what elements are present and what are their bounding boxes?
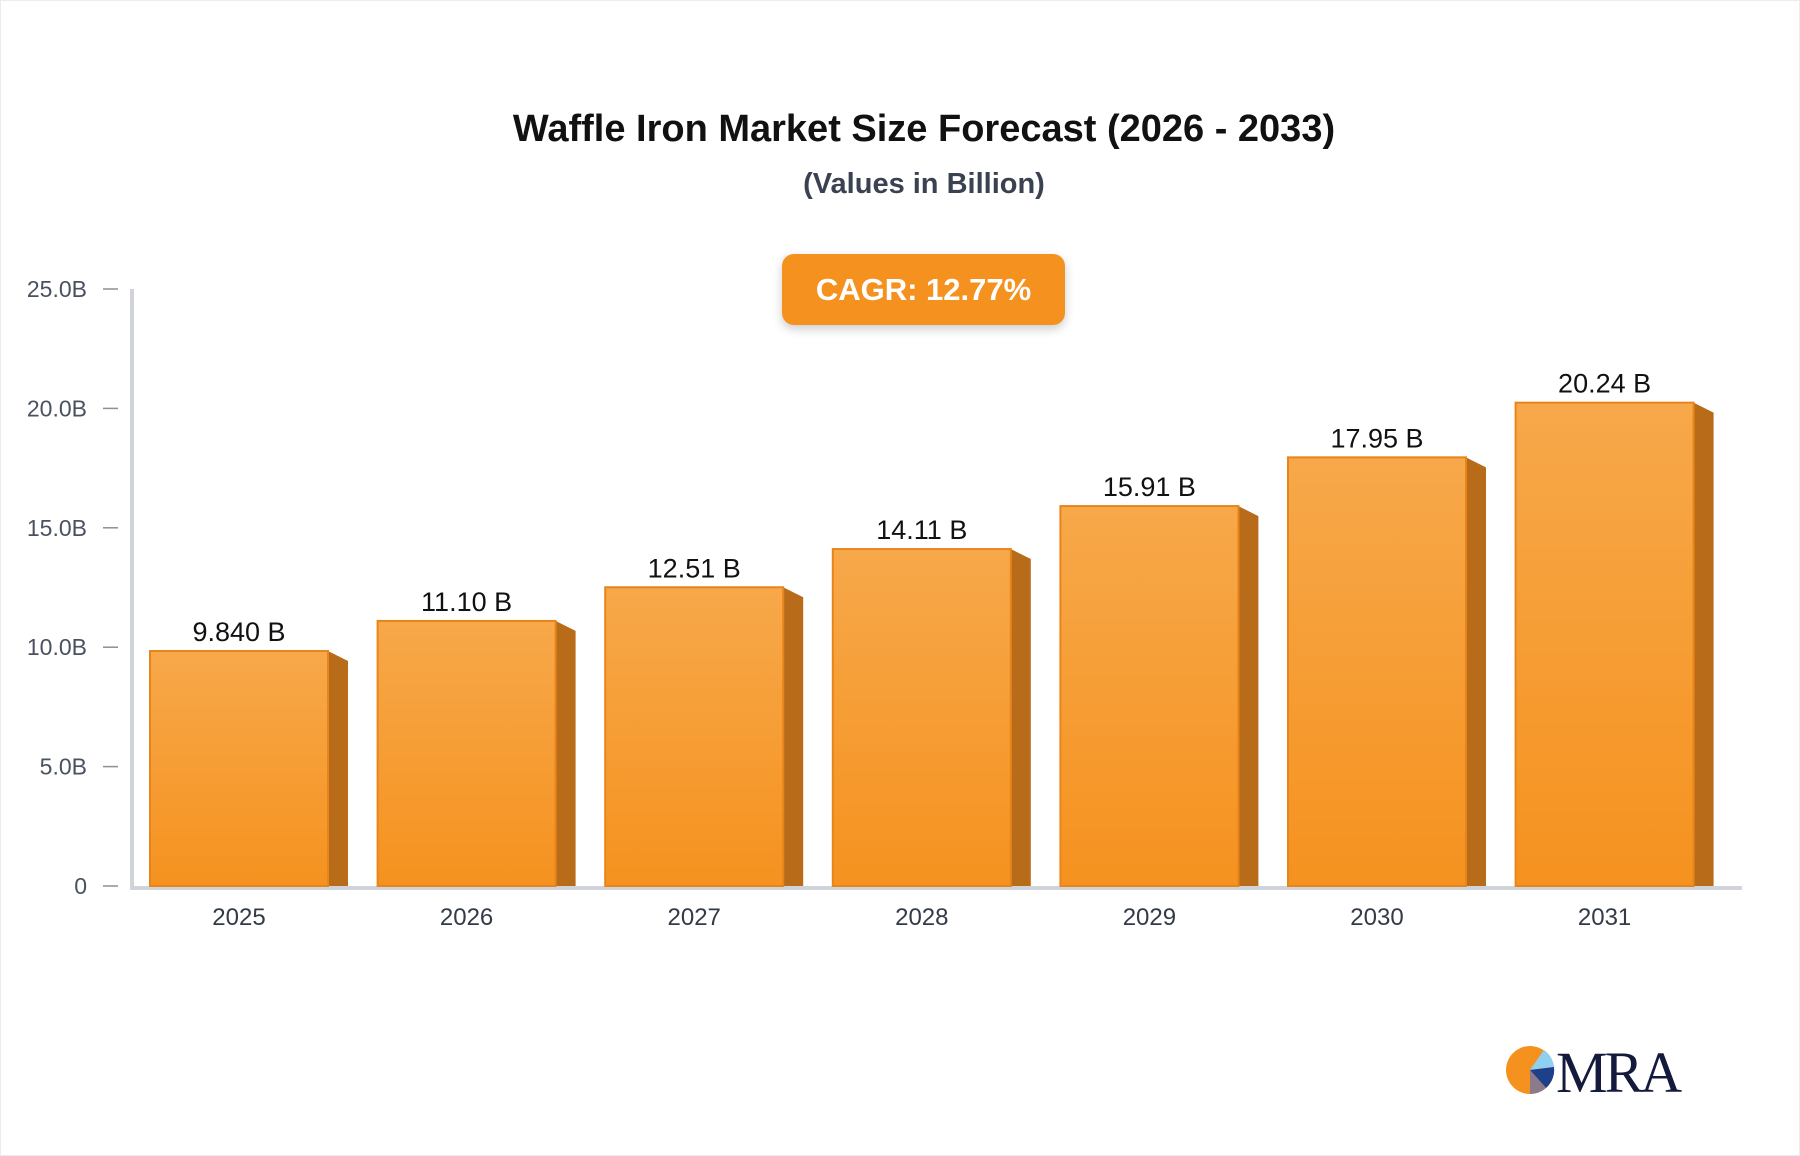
svg-text:MRA: MRA: [1556, 1040, 1682, 1100]
x-tick-label: 2029: [1123, 904, 1176, 931]
data-label: 12.51 B: [648, 553, 741, 583]
bar-side: [783, 587, 804, 886]
bar-side: [1238, 506, 1259, 886]
chart-title: Waffle Iron Market Size Forecast (2026 -…: [512, 108, 1336, 150]
bar-side: [1010, 549, 1031, 886]
bar-side: [1693, 402, 1714, 886]
bar: [1514, 401, 1695, 887]
bar: [604, 586, 785, 888]
data-label: 14.11 B: [876, 515, 967, 545]
y-tick-label: 15.0B: [27, 515, 87, 541]
y-tick-label: 20.0B: [27, 395, 87, 421]
y-tick-label: 0: [74, 873, 87, 899]
data-label: 17.95 B: [1330, 423, 1423, 453]
x-tick-label: 2027: [668, 904, 721, 931]
bar-side: [555, 620, 576, 886]
chart-subtitle: (Values in Billion): [803, 168, 1045, 200]
bar: [831, 548, 1012, 888]
y-tick-label: 25.0B: [27, 276, 87, 302]
x-tick-label: 2025: [212, 904, 265, 931]
data-label: 9.840 B: [192, 617, 285, 647]
bar: [149, 650, 329, 888]
data-label: 20.24 B: [1558, 369, 1651, 399]
bar: [376, 619, 557, 887]
bar-side: [328, 651, 348, 886]
y-tick-label: 10.0B: [27, 634, 87, 660]
mra-logo: MRA: [1506, 1040, 1685, 1100]
bar-side: [1466, 457, 1486, 886]
data-label: 15.91 B: [1103, 472, 1196, 502]
x-tick-label: 2026: [440, 904, 493, 931]
x-tick-label: 2028: [895, 904, 948, 931]
bar: [1059, 505, 1240, 887]
cagr-badge: CAGR: 12.77%: [782, 254, 1065, 325]
data-label: 11.10 B: [421, 587, 512, 617]
x-tick-label: 2031: [1578, 904, 1631, 931]
x-tick-label: 2030: [1350, 904, 1403, 931]
y-tick-label: 5.0B: [40, 754, 87, 780]
bar: [1287, 456, 1467, 887]
